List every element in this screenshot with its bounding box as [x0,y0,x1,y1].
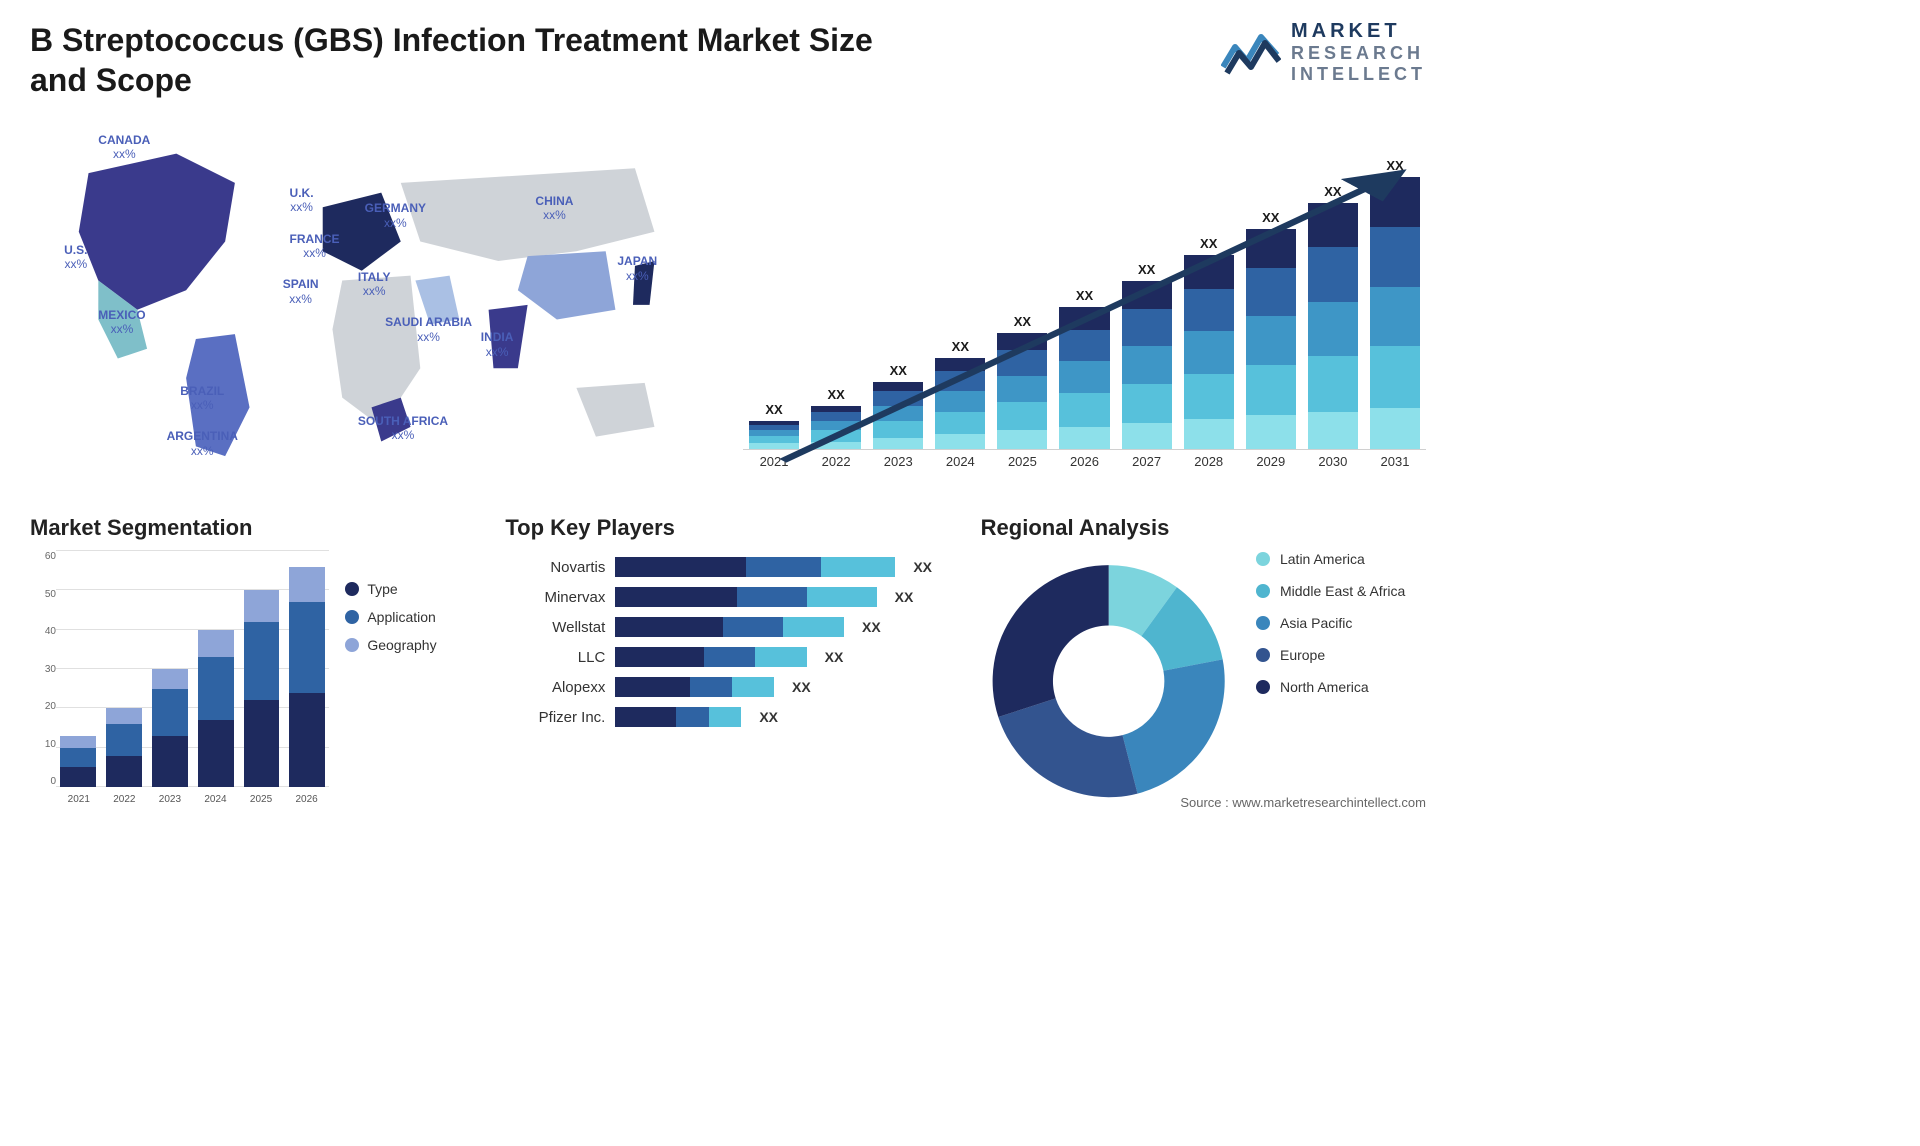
player-row: WellstatXX [505,617,940,637]
forecast-bar: XX [1184,236,1234,449]
segmentation-bar [289,551,325,787]
forecast-year-label: 2031 [1370,454,1420,469]
logo-line2: RESEARCH [1291,43,1426,64]
forecast-year-label: 2030 [1308,454,1358,469]
segmentation-bar [60,551,96,787]
segmentation-year-label: 2023 [147,794,193,805]
legend-item: North America [1256,679,1426,695]
legend-item: Type [345,581,475,597]
player-row: NovartisXX [505,557,940,577]
donut-slice [992,565,1108,717]
world-map-panel: CANADAxx% U.S.xx% MEXICOxx% BRAZILxx% ARGENT… [30,110,713,490]
donut-slice [1122,659,1224,793]
map-label: BRAZILxx% [180,384,224,413]
logo-icon [1221,27,1281,77]
map-label: ARGENTINAxx% [167,429,238,458]
legend-item: Application [345,609,475,625]
player-row: AlopexxXX [505,677,940,697]
segmentation-legend: Type Application Geography [345,551,475,805]
map-label: GERMANYxx% [365,201,426,230]
regional-legend: Latin America Middle East & Africa Asia Pa… [1256,551,1426,811]
segmentation-bar [198,551,234,787]
map-label: U.K.xx% [290,186,314,215]
segmentation-bars [56,551,329,787]
segmentation-bar [244,551,280,787]
regional-donut-chart [981,551,1236,811]
segmentation-title: Market Segmentation [30,515,475,541]
forecast-year-label: 2023 [873,454,923,469]
map-label: INDIAxx% [481,330,514,359]
player-row: Pfizer Inc.XX [505,707,940,727]
forecast-year-label: 2022 [811,454,861,469]
legend-item: Geography [345,637,475,653]
segmentation-bar [152,551,188,787]
segmentation-year-label: 2024 [193,794,239,805]
segmentation-panel: Market Segmentation 0102030405060 202120… [30,515,475,805]
players-panel: Top Key Players NovartisXX MinervaxXX Well… [505,515,950,805]
map-label: JAPANxx% [617,254,657,283]
forecast-bar: XX [1308,184,1358,449]
map-label: CANADAxx% [98,133,150,162]
player-row: LLCXX [505,647,940,667]
brand-logo: MARKET RESEARCH INTELLECT [1221,20,1426,84]
map-label: U.S.xx% [64,243,87,272]
logo-line3: INTELLECT [1291,64,1426,85]
forecast-bar: XX [811,387,861,449]
forecast-year-label: 2026 [1059,454,1109,469]
forecast-bar: XX [1122,262,1172,449]
legend-item: Middle East & Africa [1256,583,1426,599]
segmentation-year-label: 2026 [284,794,330,805]
players-title: Top Key Players [505,515,950,541]
regional-panel: Regional Analysis Latin America Middle Ea… [981,515,1426,805]
map-label: ITALYxx% [358,270,391,299]
player-row: MinervaxXX [505,587,940,607]
forecast-year-label: 2021 [749,454,799,469]
forecast-year-label: 2028 [1184,454,1234,469]
legend-item: Asia Pacific [1256,615,1426,631]
forecast-bar: XX [1059,288,1109,449]
map-label: FRANCExx% [290,232,340,261]
forecast-bar: XX [873,363,923,449]
logo-line1: MARKET [1291,20,1426,43]
forecast-chart-panel: XXXXXXXXXXXXXXXXXXXXXX 20212022202320242… [743,110,1426,490]
source-label: Source : www.marketresearchintellect.com [1180,795,1426,810]
forecast-bar: XX [1246,210,1296,449]
forecast-bars: XXXXXXXXXXXXXXXXXXXXXX [743,170,1426,450]
forecast-bar: XX [997,314,1047,449]
forecast-year-label: 2024 [935,454,985,469]
forecast-bar: XX [1370,158,1420,449]
forecast-year-label: 2029 [1246,454,1296,469]
segmentation-year-label: 2022 [102,794,148,805]
forecast-bar: XX [749,402,799,449]
legend-item: Latin America [1256,551,1426,567]
forecast-year-label: 2027 [1122,454,1172,469]
forecast-bar: XX [935,339,985,449]
map-label: SAUDI ARABIAxx% [385,315,472,344]
map-label: SPAINxx% [283,277,319,306]
map-label: SOUTH AFRICAxx% [358,414,448,443]
segmentation-year-label: 2025 [238,794,284,805]
legend-item: Europe [1256,647,1426,663]
donut-slice [998,698,1137,797]
segmentation-y-axis: 0102030405060 [30,551,56,805]
regional-title: Regional Analysis [981,515,1426,541]
map-label: MEXICOxx% [98,308,145,337]
segmentation-bar [106,551,142,787]
forecast-year-label: 2025 [997,454,1047,469]
players-bars: NovartisXX MinervaxXX WellstatXX LLCXX Alope… [505,551,950,727]
segmentation-year-label: 2021 [56,794,102,805]
map-label: CHINAxx% [535,194,573,223]
page-title: B Streptococcus (GBS) Infection Treatmen… [30,20,930,100]
